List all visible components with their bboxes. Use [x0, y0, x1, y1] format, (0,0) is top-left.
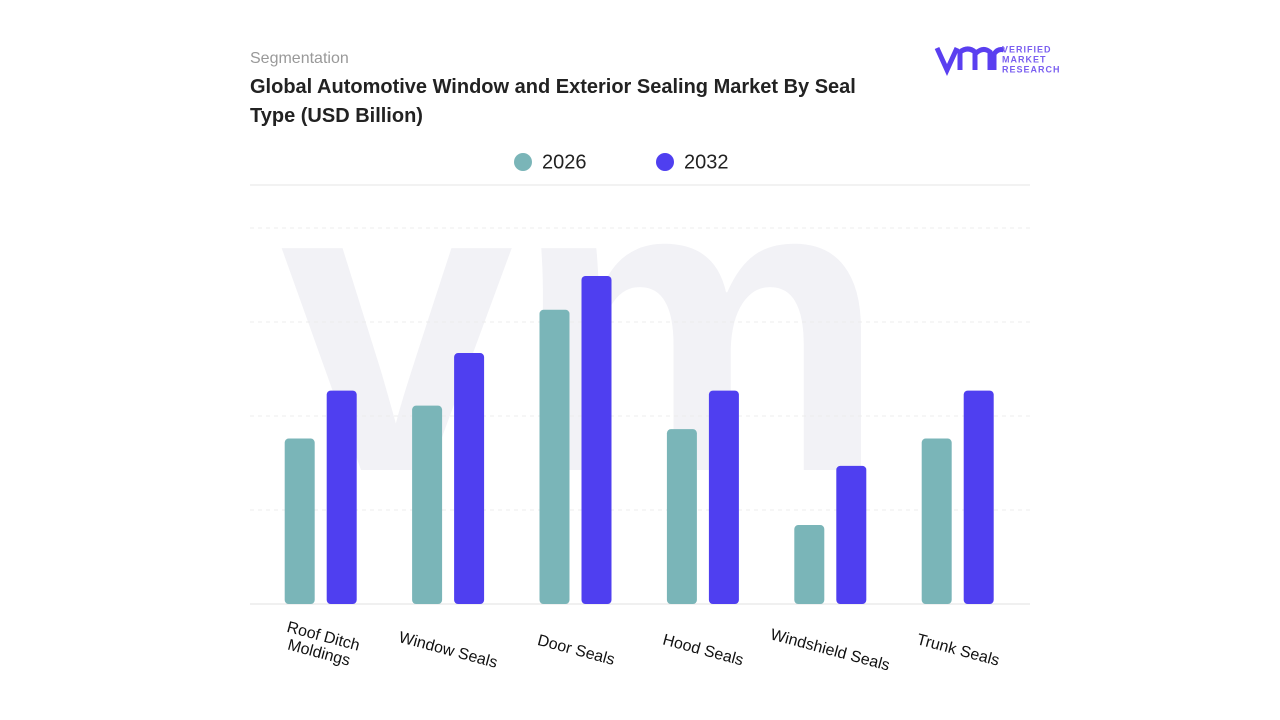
legend-swatch	[514, 153, 532, 171]
brand-text: RESEARCH	[1002, 64, 1061, 74]
legend-swatch	[656, 153, 674, 171]
subtitle: Segmentation	[250, 50, 349, 67]
logo-mark	[934, 46, 1005, 77]
bar	[794, 525, 825, 604]
bar	[284, 438, 315, 604]
legend-label: 2026	[542, 151, 587, 173]
bar	[963, 390, 994, 604]
bar	[326, 390, 357, 604]
bar	[454, 353, 485, 604]
legend-label: 2032	[684, 151, 729, 173]
bar	[581, 275, 612, 604]
bar	[921, 438, 952, 604]
brand-text: VERIFIED	[1002, 44, 1052, 54]
bar	[836, 465, 867, 604]
bar	[412, 405, 443, 604]
brand-text: MARKET	[1002, 54, 1047, 64]
bar	[539, 309, 570, 604]
bar	[708, 390, 739, 604]
chart-title: Global Automotive Window and Exterior Se…	[250, 76, 856, 127]
bar	[666, 429, 697, 604]
